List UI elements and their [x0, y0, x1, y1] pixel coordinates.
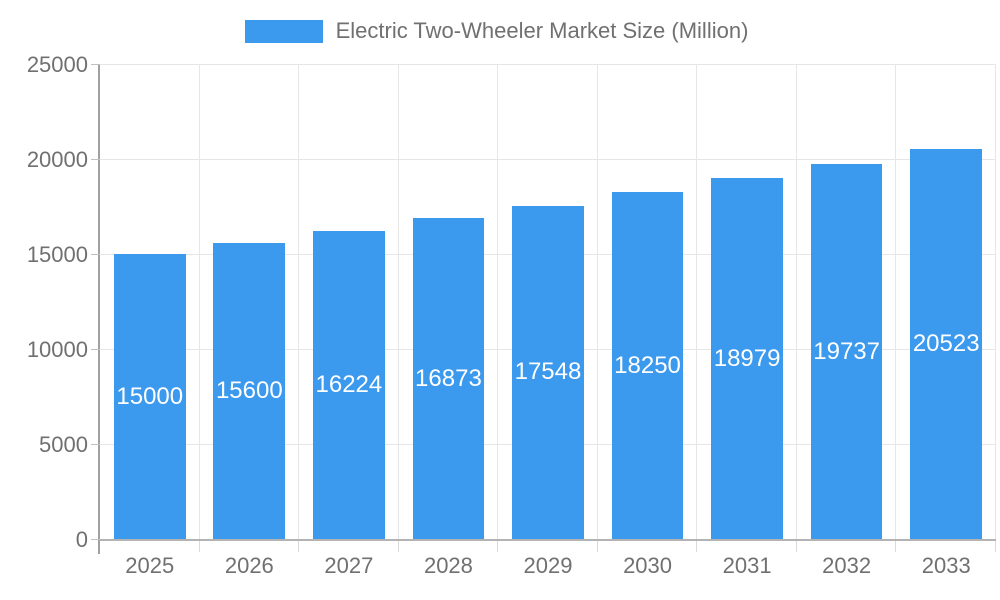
bar-value-label: 19737 [813, 337, 881, 365]
y-axis-label: 25000 [26, 52, 88, 77]
y-axis-tick [91, 254, 100, 255]
bar-value-label: 15600 [215, 376, 283, 404]
bar[interactable]: 18250 [611, 192, 684, 539]
bar-value-label: 18250 [614, 351, 681, 379]
x-axis-label: 2029 [523, 553, 573, 578]
bar-value-label: 15000 [116, 382, 184, 410]
x-gridline [895, 65, 897, 540]
legend-label: Electric Two-Wheeler Market Size (Millio… [335, 18, 749, 43]
x-axis-tick [995, 540, 996, 552]
bar[interactable]: 16873 [412, 218, 485, 539]
x-axis-tick [795, 540, 797, 552]
x-axis-label: 2030 [623, 553, 673, 578]
bar[interactable]: 15600 [213, 242, 286, 539]
bar[interactable]: 15000 [113, 254, 186, 539]
x-axis-tick [497, 540, 499, 552]
plot-area: 15000 15600 16224 16873 17548 18250 18979 19737… [98, 64, 996, 554]
y-gridline [100, 159, 996, 160]
x-gridline [298, 65, 300, 540]
x-axis-label: 2026 [224, 553, 274, 578]
legend: Electric Two-Wheeler Market Size (Millio… [0, 16, 993, 46]
bar[interactable]: 17548 [512, 205, 584, 539]
x-axis-tick [596, 540, 598, 552]
bar-value-label: 16224 [315, 370, 383, 398]
x-axis-label: 2027 [324, 553, 374, 578]
y-axis-tick [91, 444, 100, 445]
y-gridline [100, 64, 996, 65]
y-axis-label: 0 [75, 527, 88, 552]
x-gridline [596, 65, 598, 540]
x-gridline [696, 65, 698, 540]
x-gridline [397, 65, 399, 540]
x-gridline [497, 65, 499, 540]
y-axis-line [98, 65, 100, 554]
bar[interactable]: 18979 [711, 178, 783, 539]
x-axis-tick [895, 540, 897, 552]
bar[interactable]: 20523 [910, 149, 983, 539]
x-axis-tick [198, 540, 200, 552]
x-axis-label: 2028 [423, 553, 473, 578]
y-axis-label: 20000 [26, 147, 88, 172]
x-axis-label: 2033 [921, 553, 971, 578]
x-axis-label: 2025 [125, 553, 175, 578]
x-gridline [995, 65, 996, 540]
y-axis-tick [91, 159, 100, 160]
x-axis-tick [696, 540, 698, 552]
y-axis-tick [91, 349, 100, 350]
y-axis-label: 5000 [39, 432, 88, 457]
y-axis-label: 15000 [26, 242, 88, 267]
y-axis-tick [91, 539, 100, 540]
x-axis-tick [298, 540, 300, 552]
x-gridline [198, 65, 200, 540]
y-axis-tick [91, 64, 100, 65]
legend-swatch-icon [244, 19, 323, 43]
bar[interactable]: 19737 [810, 164, 883, 539]
bar-value-label: 18979 [713, 344, 781, 372]
y-axis-label: 10000 [26, 337, 88, 362]
x-axis-label: 2032 [822, 553, 872, 578]
bar-value-label: 16873 [415, 364, 482, 392]
legend-item[interactable]: Electric Two-Wheeler Market Size (Millio… [244, 18, 749, 44]
x-gridline [795, 65, 797, 540]
x-axis-line [100, 539, 996, 541]
bar-value-label: 20523 [912, 330, 980, 358]
bar[interactable]: 16224 [313, 230, 385, 539]
x-axis-label: 2031 [722, 553, 772, 578]
bar-value-label: 17548 [514, 358, 582, 386]
x-axis-tick [397, 540, 399, 552]
